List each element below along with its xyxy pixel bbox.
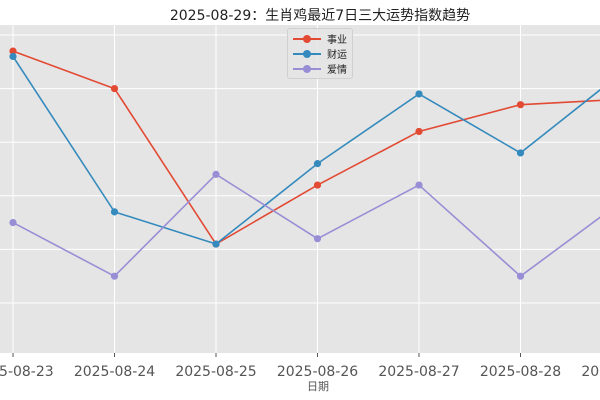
legend-label: 财运: [327, 50, 347, 61]
x-tick-label: 2025-08-25: [175, 364, 256, 380]
data-point-marker: [415, 181, 423, 189]
legend-item-wealth: 财运: [293, 46, 347, 61]
legend-marker-icon: [293, 49, 321, 59]
x-tick-label: 2025-08-28: [480, 364, 561, 380]
legend-label: 事业: [327, 35, 347, 46]
data-point-marker: [516, 149, 525, 157]
data-point-marker: [313, 235, 322, 243]
data-point-marker: [9, 219, 17, 227]
data-point-marker: [110, 85, 119, 93]
series-lines: [9, 47, 600, 280]
data-point-marker: [110, 272, 119, 280]
data-point-marker: [516, 101, 525, 109]
legend-label: 爱情: [327, 65, 347, 76]
data-point-marker: [9, 52, 17, 61]
x-axis-ticks: 2025-08-23 2025-08-24 2025-08-25 2025-08-26…: [0, 353, 600, 380]
data-point-marker: [9, 47, 17, 55]
x-tick-label: 2025-08-26: [277, 364, 358, 380]
data-point-marker: [212, 170, 220, 178]
data-point-marker: [313, 160, 322, 168]
x-tick-label: 2025-08-27: [378, 364, 459, 380]
data-point-marker: [415, 127, 423, 136]
series-财运: [9, 52, 600, 248]
x-tick-label: 2025-08-29: [581, 364, 600, 380]
x-tick-label: 2025-08-23: [0, 364, 54, 380]
x-axis-label: 日期: [307, 380, 329, 393]
legend-marker-icon: [293, 34, 321, 44]
data-point-marker: [415, 90, 423, 98]
chart-title: 2025-08-29：生肖鸡最近7日三大运势指数趋势: [169, 8, 471, 24]
legend-marker-icon: [293, 64, 321, 74]
data-point-marker: [516, 272, 525, 280]
legend-item-love: 爱情: [293, 61, 347, 76]
series-爱情: [9, 170, 600, 280]
data-point-marker: [313, 181, 322, 189]
data-point-marker: [212, 240, 220, 248]
legend-item-career: 事业: [293, 31, 347, 46]
legend: 事业 财运 爱情: [287, 28, 353, 79]
x-tick-label: 2025-08-24: [74, 364, 155, 380]
data-point-marker: [110, 208, 119, 216]
